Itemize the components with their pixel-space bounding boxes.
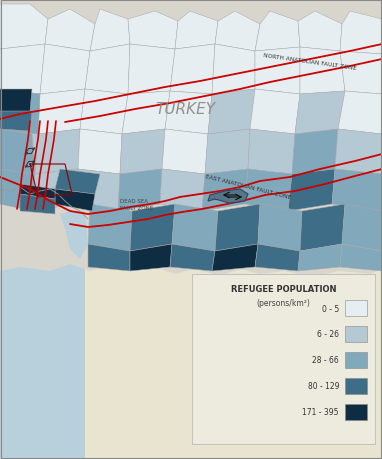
Polygon shape — [120, 130, 165, 174]
Polygon shape — [0, 130, 35, 174]
Polygon shape — [0, 45, 45, 95]
Polygon shape — [250, 90, 300, 134]
Polygon shape — [0, 90, 40, 134]
Text: NORTH ANATOLIAN FAULT ZONE: NORTH ANATOLIAN FAULT ZONE — [263, 53, 357, 71]
Bar — [345, 404, 367, 420]
Bar — [345, 300, 367, 316]
Polygon shape — [205, 130, 250, 174]
Text: 0 - 5: 0 - 5 — [322, 304, 339, 313]
Polygon shape — [128, 45, 175, 95]
Polygon shape — [38, 90, 85, 134]
Polygon shape — [340, 12, 382, 55]
Polygon shape — [255, 12, 300, 52]
Polygon shape — [172, 205, 218, 252]
Polygon shape — [90, 10, 130, 52]
Polygon shape — [298, 245, 342, 271]
Polygon shape — [130, 205, 175, 252]
Polygon shape — [32, 170, 78, 212]
Polygon shape — [245, 170, 292, 212]
Polygon shape — [215, 12, 260, 52]
Polygon shape — [0, 110, 32, 132]
Polygon shape — [128, 12, 178, 50]
Polygon shape — [40, 45, 90, 95]
Polygon shape — [208, 90, 255, 134]
Bar — [345, 352, 367, 368]
Polygon shape — [20, 185, 55, 200]
Polygon shape — [88, 205, 132, 252]
Polygon shape — [292, 130, 338, 174]
Polygon shape — [215, 205, 260, 252]
Text: SYRIA: SYRIA — [235, 357, 275, 371]
Polygon shape — [60, 212, 88, 259]
Polygon shape — [298, 12, 342, 52]
Polygon shape — [295, 92, 345, 134]
Polygon shape — [340, 52, 382, 95]
Text: REFUGEE POPULATION: REFUGEE POPULATION — [231, 285, 336, 293]
Polygon shape — [0, 90, 32, 112]
Text: EAST ANATOLIAN FAULT ZONE: EAST ANATOLIAN FAULT ZONE — [205, 174, 291, 200]
Polygon shape — [118, 170, 162, 212]
Polygon shape — [80, 90, 128, 134]
Polygon shape — [85, 45, 130, 95]
Polygon shape — [248, 130, 295, 174]
Polygon shape — [258, 205, 302, 252]
Text: 6 - 26: 6 - 26 — [317, 330, 339, 339]
Polygon shape — [0, 170, 35, 212]
Polygon shape — [332, 170, 382, 212]
Polygon shape — [55, 170, 100, 195]
Polygon shape — [78, 130, 122, 174]
Polygon shape — [340, 245, 382, 271]
Polygon shape — [342, 205, 382, 252]
Text: 80 - 129: 80 - 129 — [308, 382, 339, 391]
Polygon shape — [75, 170, 120, 212]
Text: 28 - 66: 28 - 66 — [312, 356, 339, 365]
Polygon shape — [212, 245, 258, 271]
Bar — [345, 378, 367, 394]
Polygon shape — [122, 92, 170, 134]
Polygon shape — [338, 92, 382, 134]
Text: (persons/km²): (persons/km²) — [257, 298, 311, 308]
Polygon shape — [0, 264, 382, 459]
Polygon shape — [55, 190, 95, 212]
FancyBboxPatch shape — [192, 274, 375, 444]
Bar — [345, 326, 367, 342]
Text: DEAD SEA
FAULT ZONE: DEAD SEA FAULT ZONE — [120, 199, 153, 210]
Polygon shape — [35, 130, 80, 174]
Polygon shape — [170, 245, 215, 271]
Polygon shape — [170, 45, 215, 95]
Polygon shape — [300, 205, 345, 252]
Polygon shape — [175, 12, 218, 50]
Polygon shape — [212, 45, 255, 95]
Text: TURKEY: TURKEY — [155, 102, 215, 117]
Polygon shape — [88, 245, 130, 271]
Polygon shape — [0, 90, 40, 134]
Polygon shape — [0, 0, 382, 277]
Polygon shape — [45, 10, 95, 52]
Polygon shape — [0, 185, 85, 459]
Polygon shape — [300, 48, 345, 95]
Text: 171 - 395: 171 - 395 — [303, 408, 339, 417]
Polygon shape — [208, 190, 248, 203]
Polygon shape — [0, 5, 48, 50]
Polygon shape — [288, 170, 335, 212]
Polygon shape — [202, 170, 248, 212]
Polygon shape — [0, 130, 38, 174]
Polygon shape — [165, 92, 212, 134]
Polygon shape — [255, 245, 300, 271]
Polygon shape — [162, 130, 208, 174]
Polygon shape — [255, 48, 300, 95]
Polygon shape — [160, 170, 205, 212]
Polygon shape — [130, 245, 172, 271]
Polygon shape — [20, 195, 55, 214]
Polygon shape — [335, 130, 382, 174]
